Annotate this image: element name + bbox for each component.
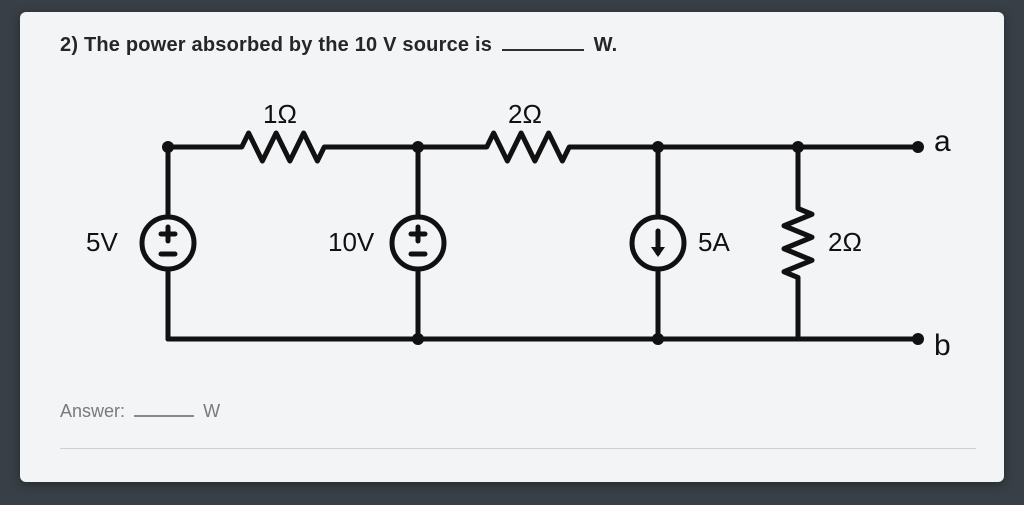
- question-prefix: 2) The power absorbed by the 10 V source…: [60, 34, 492, 56]
- divider: [60, 448, 976, 449]
- resistor-3-label: 2Ω: [828, 227, 862, 258]
- source-5a-label: 5A: [698, 227, 730, 258]
- answer-label: Answer:: [60, 401, 125, 421]
- answer-row: Answer: W: [60, 401, 976, 422]
- question-unit: W.: [594, 34, 618, 56]
- source-5v-label: 5V: [86, 227, 118, 258]
- node-a-label: a: [934, 125, 951, 159]
- answer-blank: [134, 405, 194, 417]
- source-10v-label: 10V: [328, 227, 374, 258]
- circuit-diagram: 1Ω 2Ω 2Ω 5V 10V 5A a b: [78, 77, 958, 387]
- resistor-2-label: 2Ω: [508, 99, 542, 130]
- resistor-1-label: 1Ω: [263, 99, 297, 130]
- answer-unit: W: [203, 401, 220, 421]
- node-b-label: b: [934, 329, 951, 363]
- fill-blank: [502, 37, 584, 51]
- question-text: 2) The power absorbed by the 10 V source…: [60, 34, 976, 57]
- worksheet-page: 2) The power absorbed by the 10 V source…: [20, 12, 1004, 482]
